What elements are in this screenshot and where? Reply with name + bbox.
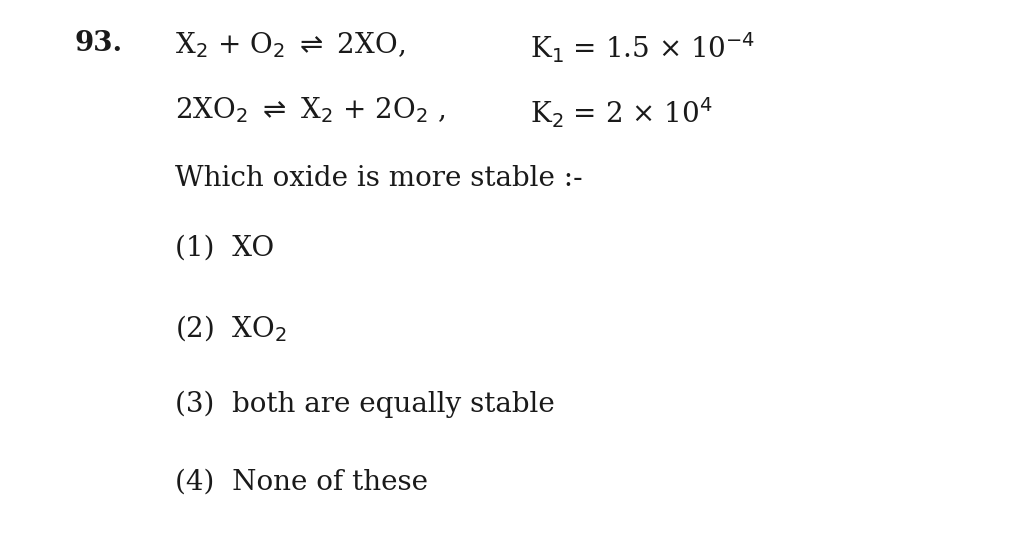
Text: X$_2$ + O$_2$ $\rightleftharpoons$ 2XO,: X$_2$ + O$_2$ $\rightleftharpoons$ 2XO,	[175, 30, 406, 60]
Text: K$_2$ = 2 × 10$^{4}$: K$_2$ = 2 × 10$^{4}$	[530, 95, 713, 130]
Text: Which oxide is more stable :-: Which oxide is more stable :-	[175, 165, 583, 192]
Text: (1)  XO: (1) XO	[175, 235, 274, 262]
Text: 93.: 93.	[75, 30, 123, 57]
Text: (3)  both are equally stable: (3) both are equally stable	[175, 391, 555, 419]
Text: 2XO$_2$ $\rightleftharpoons$ X$_2$ + 2O$_2$ ,: 2XO$_2$ $\rightleftharpoons$ X$_2$ + 2O$…	[175, 95, 445, 125]
Text: (2)  XO$_2$: (2) XO$_2$	[175, 313, 287, 344]
Text: K$_1$ = 1.5 × 10$^{-4}$: K$_1$ = 1.5 × 10$^{-4}$	[530, 30, 756, 65]
Text: (4)  None of these: (4) None of these	[175, 469, 428, 496]
